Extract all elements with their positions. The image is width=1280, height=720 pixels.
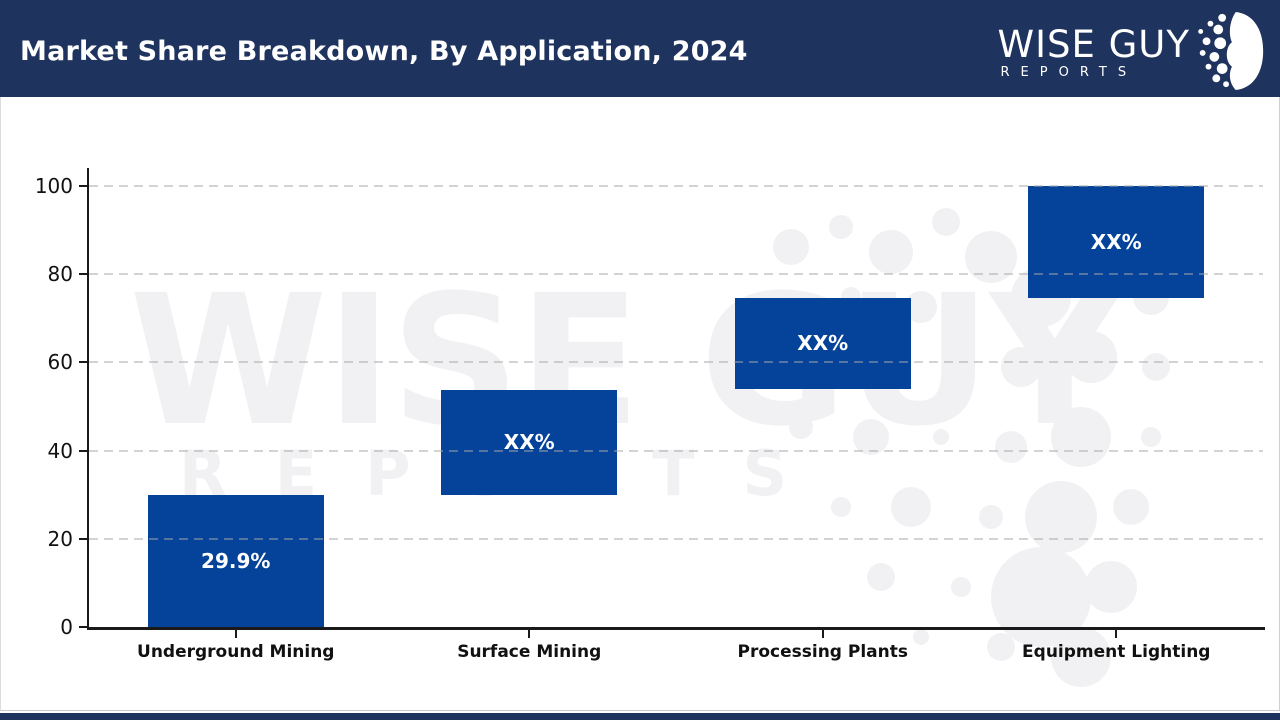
x-tick (821, 629, 824, 638)
brand-logo-text: WISE GUY REPORTS (997, 22, 1190, 81)
brand-logo: WISE GUY REPORTS (998, 10, 1266, 96)
y-gridline (89, 185, 1263, 187)
bar-processing-plants: XX% (734, 297, 911, 389)
brand-name: WISE GUY (997, 22, 1190, 66)
x-axis-line (87, 627, 1265, 630)
face-profile-icon (1192, 10, 1266, 96)
y-tick-label: 100 (34, 174, 73, 198)
page-title: Market Share Breakdown, By Application, … (20, 36, 748, 67)
bar-equipment-lighting: XX% (1028, 186, 1205, 298)
bar-value-label: XX% (1090, 229, 1142, 254)
y-tick (79, 185, 89, 187)
y-tick (79, 273, 89, 276)
header: Market Share Breakdown, By Application, … (0, 0, 1280, 97)
bar-value-label: XX% (797, 331, 849, 356)
y-tick-label: 60 (47, 350, 73, 375)
x-category-label: Surface Mining (457, 642, 602, 662)
bar-value-label: 29.9% (201, 549, 271, 574)
y-tick-label: 20 (47, 526, 73, 551)
y-tick-label: 0 (60, 615, 73, 639)
footer-gap (0, 711, 1280, 713)
y-tick (79, 626, 89, 628)
brand-subname: REPORTS (1000, 65, 1138, 81)
y-tick (79, 537, 89, 540)
x-tick (528, 629, 531, 638)
y-tick-label: 40 (47, 438, 73, 463)
x-category-label: Underground Mining (137, 642, 335, 662)
chart-area: WISE GUY REPORTS (0, 97, 1280, 711)
x-category-label: Equipment Lighting (1022, 642, 1211, 662)
x-tick (1115, 629, 1118, 638)
x-category-label: Processing Plants (737, 642, 909, 662)
x-tick (234, 629, 237, 638)
y-tick-label: 80 (47, 262, 73, 287)
y-gridline (89, 449, 1263, 452)
y-gridline (89, 361, 1263, 364)
y-tick (79, 449, 89, 452)
footer-bar (0, 713, 1280, 720)
y-axis-line (87, 168, 89, 630)
y-gridline (89, 537, 1263, 540)
y-tick (79, 361, 89, 364)
y-gridline (89, 273, 1263, 276)
bar-underground-mining: 29.9% (147, 495, 324, 627)
bar-surface-mining: XX% (441, 389, 618, 496)
